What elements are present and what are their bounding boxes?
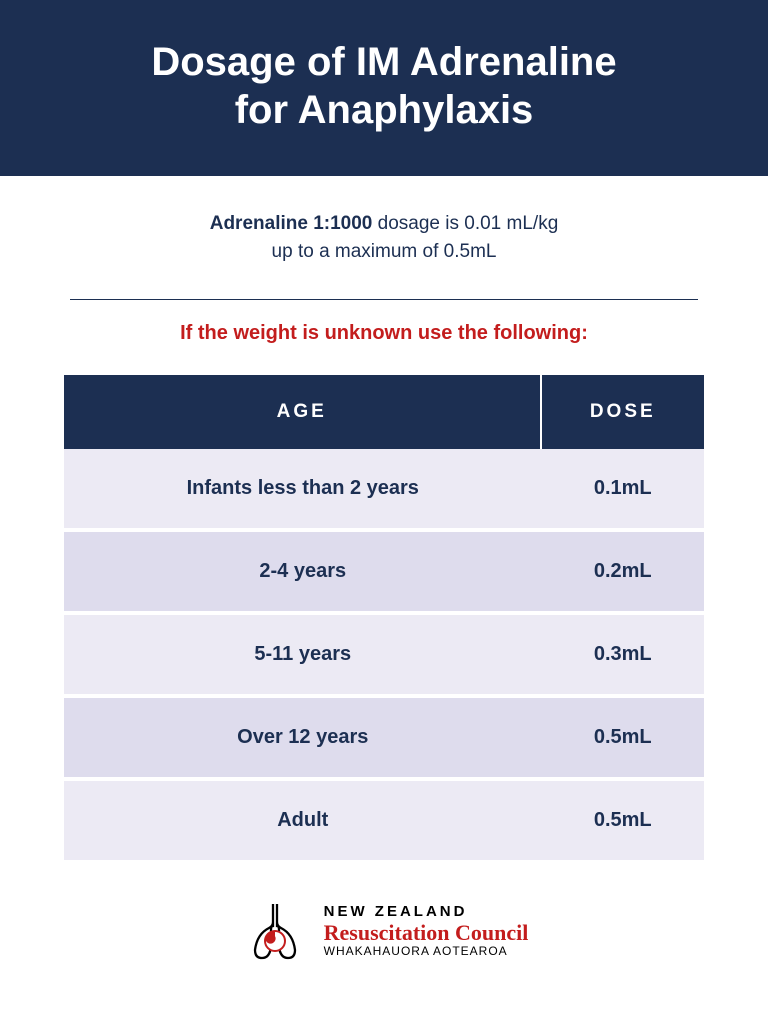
lungs-icon [240,896,310,966]
logo: NEW ZEALAND Resuscitation Council WHAKAH… [0,896,768,966]
warning-text: If the weight is unknown use the followi… [0,300,768,375]
cell-dose: 0.2mL [542,532,704,611]
intro-rest1: dosage is 0.01 mL/kg [372,213,558,234]
cell-age: 5-11 years [64,615,542,694]
cell-age: Over 12 years [64,698,542,777]
intro-bold: Adrenaline 1:1000 [210,213,373,234]
logo-text: NEW ZEALAND Resuscitation Council WHAKAH… [324,903,529,959]
table-row: Over 12 years 0.5mL [64,698,704,777]
logo-line3: WHAKAHAUORA AOTEAROA [324,945,529,959]
cell-dose: 0.3mL [542,615,704,694]
title-line1: Dosage of IM Adrenaline [151,40,616,84]
cell-age: Adult [64,781,542,860]
table-row: Infants less than 2 years 0.1mL [64,449,704,528]
col-dose: DOSE [542,375,704,449]
page-title: Dosage of IM Adrenaline for Anaphylaxis [20,38,748,134]
intro-text: Adrenaline 1:1000 dosage is 0.01 mL/kg u… [0,176,768,283]
logo-line2: Resuscitation Council [324,920,529,945]
table-header-row: AGE DOSE [64,375,704,449]
cell-age: 2-4 years [64,532,542,611]
dosage-table: AGE DOSE Infants less than 2 years 0.1mL… [64,375,704,860]
table-row: 5-11 years 0.3mL [64,615,704,694]
title-line2: for Anaphylaxis [235,88,534,132]
cell-age: Infants less than 2 years [64,449,542,528]
col-age: AGE [64,375,542,449]
cell-dose: 0.5mL [542,781,704,860]
page-header: Dosage of IM Adrenaline for Anaphylaxis [0,0,768,176]
table-row: Adult 0.5mL [64,781,704,860]
intro-line2: up to a maximum of 0.5mL [272,241,497,262]
cell-dose: 0.5mL [542,698,704,777]
table-row: 2-4 years 0.2mL [64,532,704,611]
cell-dose: 0.1mL [542,449,704,528]
logo-line1: NEW ZEALAND [324,903,529,920]
